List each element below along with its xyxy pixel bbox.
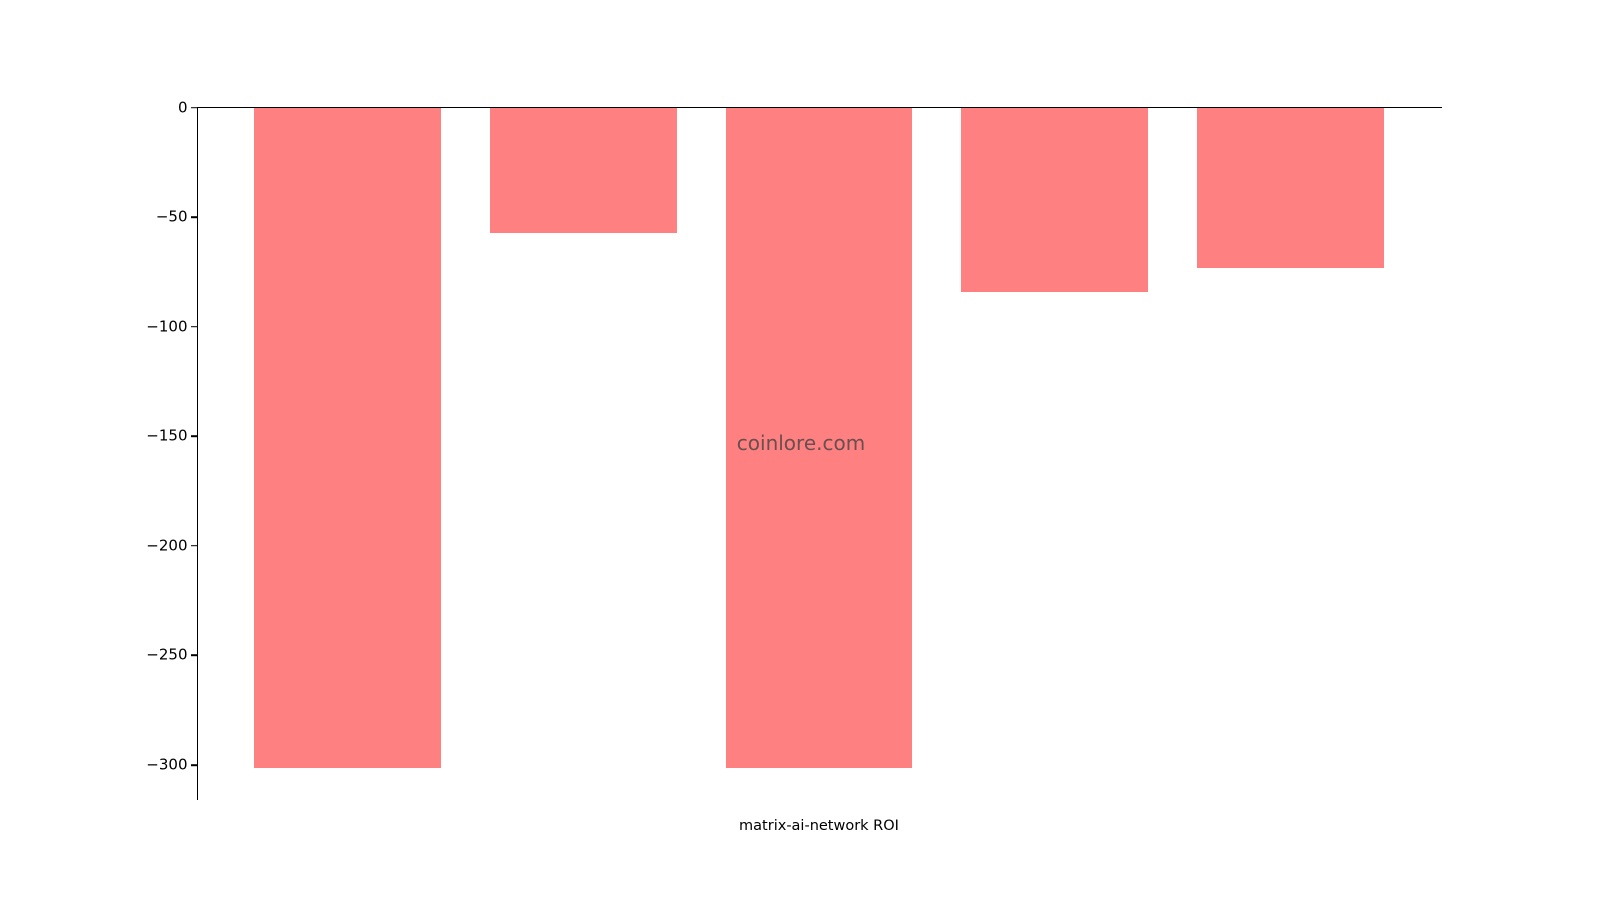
x-axis-line	[197, 106, 1442, 109]
bar	[961, 108, 1148, 293]
bar	[490, 108, 677, 233]
x-axis-label: matrix-ai-network ROI	[739, 818, 899, 834]
y-tick-mark	[190, 435, 198, 437]
y-tick-mark	[190, 216, 198, 218]
y-tick-label: −100	[146, 317, 188, 336]
y-tick-mark	[190, 325, 198, 328]
y-tick-mark	[190, 764, 198, 766]
y-tick-label: −50	[155, 207, 188, 226]
y-tick-label: −300	[146, 755, 188, 774]
y-tick-label: −250	[146, 645, 188, 664]
y-tick-label: −150	[146, 426, 188, 445]
bar	[725, 108, 913, 768]
y-axis-line	[196, 106, 199, 800]
y-tick-label: −200	[146, 536, 188, 555]
y-tick-mark	[190, 654, 198, 657]
y-tick-mark	[190, 106, 198, 109]
bar	[1197, 108, 1384, 268]
y-tick-label: 0	[177, 98, 188, 116]
y-tick-mark	[190, 544, 198, 547]
watermark-text: coinlore.com	[736, 431, 866, 455]
bar	[254, 108, 441, 768]
